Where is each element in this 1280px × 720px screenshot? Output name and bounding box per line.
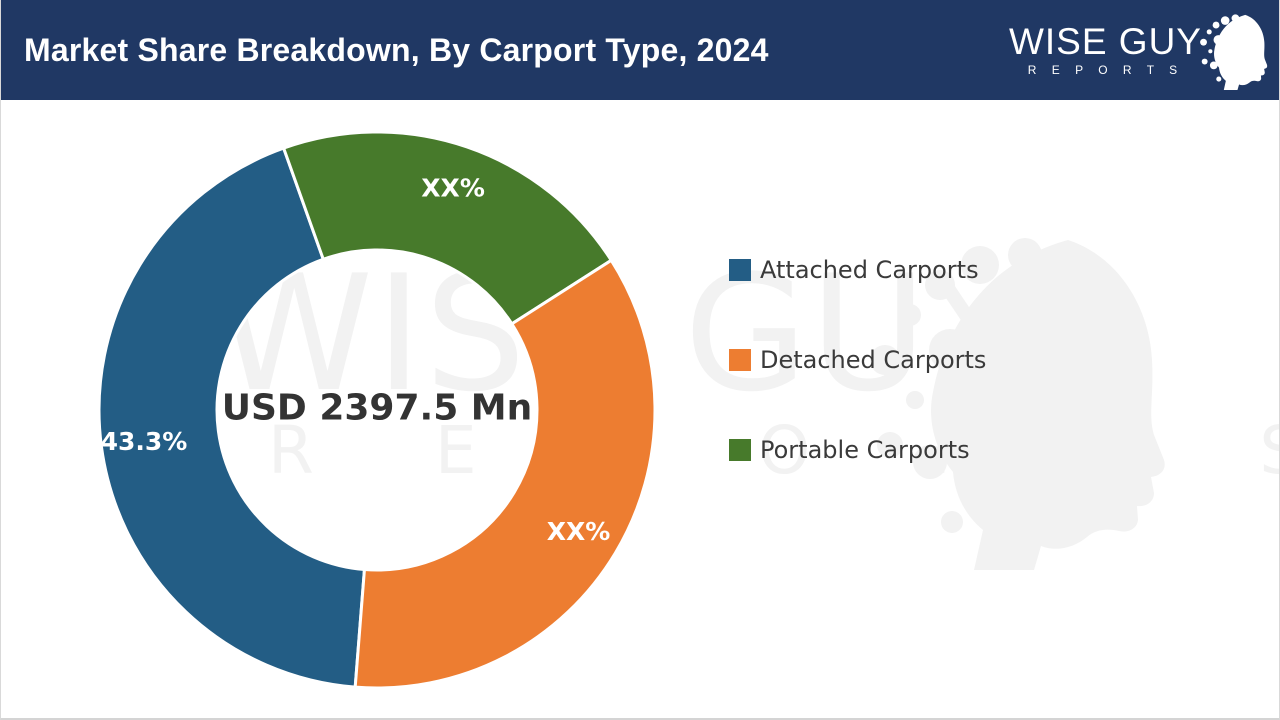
donut-segment-attached-carports[interactable] <box>97 146 367 689</box>
header-bar: Market Share Breakdown, By Carport Type,… <box>0 0 1280 100</box>
page-title: Market Share Breakdown, By Carport Type,… <box>24 31 769 68</box>
chart-legend: Attached Carports Detached Carports Port… <box>729 255 986 465</box>
slice-label-portable-carports: XX% <box>421 174 485 203</box>
logo-wordmark: WISE GUY <box>1008 20 1202 62</box>
logo-face-icon <box>1196 8 1268 90</box>
donut-segment-detached-carports[interactable] <box>353 258 657 690</box>
legend-item-attached-carports[interactable]: Attached Carports <box>729 255 986 285</box>
logo-text: WISE GUY R E P O R T S <box>1008 20 1202 77</box>
legend-label: Attached Carports <box>760 256 979 284</box>
legend-item-portable-carports[interactable]: Portable Carports <box>729 435 986 465</box>
slice-label-detached-carports: XX% <box>547 517 611 546</box>
wise-guy-reports-logo: WISE GUY R E P O R T S <box>1009 8 1268 90</box>
donut-chart: 43.3% XX% XX% <box>97 130 657 690</box>
legend-label: Detached Carports <box>760 346 987 374</box>
donut-segment-portable-carports[interactable] <box>281 130 614 326</box>
slice-label-attached-carports: 43.3% <box>101 427 188 456</box>
legend-label: Portable Carports <box>760 436 970 464</box>
legend-item-detached-carports[interactable]: Detached Carports <box>729 345 986 375</box>
legend-swatch-portable <box>729 439 751 461</box>
legend-swatch-detached <box>729 349 751 371</box>
logo-reports-text: R E P O R T S <box>1027 62 1184 77</box>
chart-center-value: USD 2397.5 Mn <box>221 387 533 429</box>
legend-swatch-attached <box>729 259 751 281</box>
